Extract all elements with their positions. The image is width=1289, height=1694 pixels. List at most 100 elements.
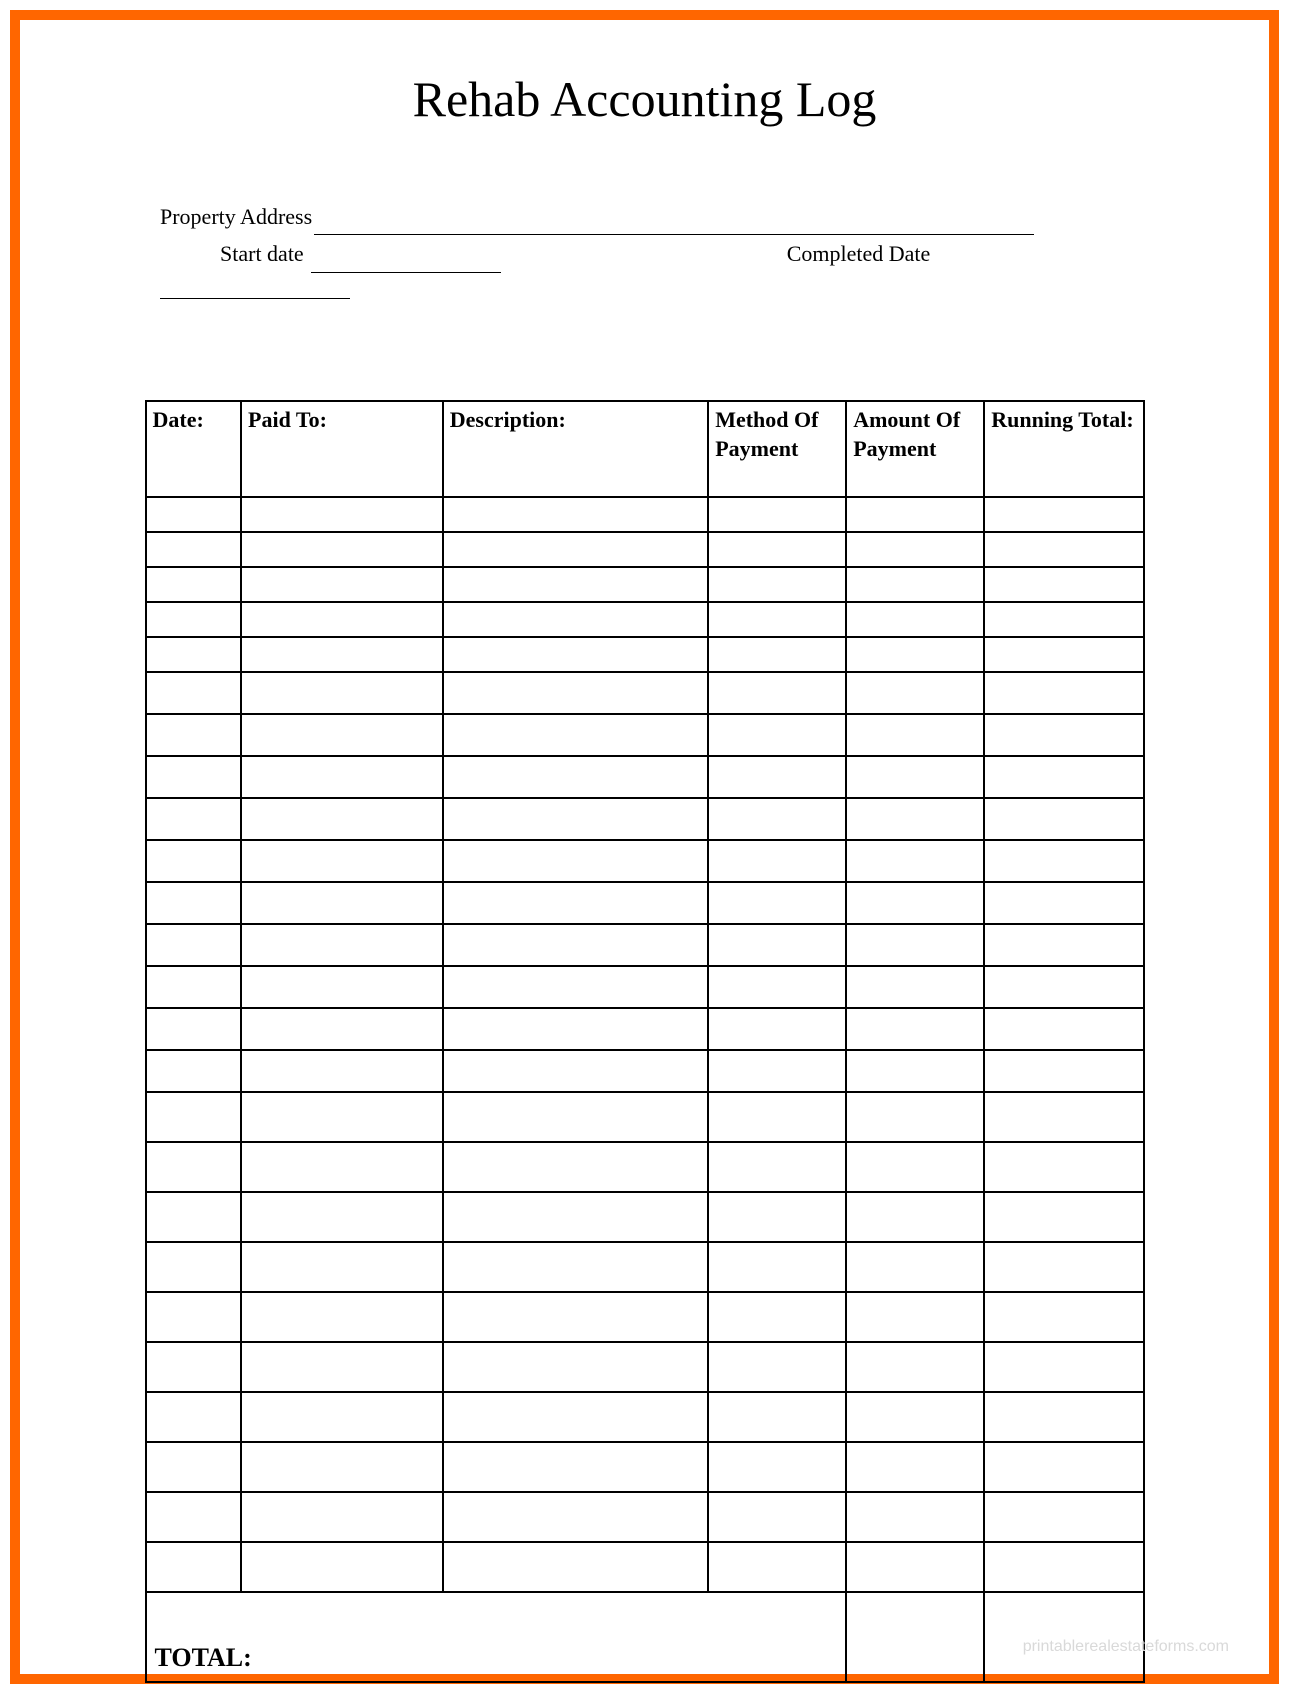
cell[interactable] <box>443 798 708 840</box>
cell[interactable] <box>443 1192 708 1242</box>
cell[interactable] <box>241 1542 443 1592</box>
extra-blank-line[interactable] <box>160 298 350 299</box>
cell[interactable] <box>443 1292 708 1342</box>
cell[interactable] <box>146 756 242 798</box>
cell[interactable] <box>708 1008 846 1050</box>
cell[interactable] <box>443 567 708 602</box>
cell[interactable] <box>846 637 984 672</box>
cell[interactable] <box>846 1542 984 1592</box>
cell[interactable] <box>984 1092 1143 1142</box>
cell[interactable] <box>443 840 708 882</box>
cell[interactable] <box>708 882 846 924</box>
cell[interactable] <box>241 1342 443 1392</box>
cell[interactable] <box>241 1442 443 1492</box>
cell[interactable] <box>443 602 708 637</box>
cell[interactable] <box>146 798 242 840</box>
cell[interactable] <box>846 840 984 882</box>
cell[interactable] <box>708 672 846 714</box>
cell[interactable] <box>443 882 708 924</box>
cell[interactable] <box>708 1342 846 1392</box>
cell[interactable] <box>241 798 443 840</box>
cell[interactable] <box>846 1442 984 1492</box>
cell[interactable] <box>241 602 443 637</box>
cell[interactable] <box>708 1142 846 1192</box>
cell[interactable] <box>241 1008 443 1050</box>
cell[interactable] <box>708 1442 846 1492</box>
cell[interactable] <box>443 756 708 798</box>
cell[interactable] <box>984 602 1143 637</box>
cell[interactable] <box>984 966 1143 1008</box>
cell[interactable] <box>708 1242 846 1292</box>
cell[interactable] <box>146 1442 242 1492</box>
cell[interactable] <box>708 1092 846 1142</box>
cell[interactable] <box>846 1292 984 1342</box>
cell[interactable] <box>984 1192 1143 1242</box>
cell[interactable] <box>708 756 846 798</box>
cell[interactable] <box>708 966 846 1008</box>
cell[interactable] <box>846 497 984 532</box>
cell[interactable] <box>846 672 984 714</box>
cell[interactable] <box>146 1542 242 1592</box>
cell[interactable] <box>443 1392 708 1442</box>
cell[interactable] <box>241 497 443 532</box>
cell[interactable] <box>984 840 1143 882</box>
cell[interactable] <box>708 637 846 672</box>
cell[interactable] <box>241 966 443 1008</box>
cell[interactable] <box>146 637 242 672</box>
cell[interactable] <box>241 1192 443 1242</box>
cell[interactable] <box>443 1050 708 1092</box>
cell[interactable] <box>984 1492 1143 1542</box>
cell[interactable] <box>984 1008 1143 1050</box>
cell[interactable] <box>443 672 708 714</box>
cell[interactable] <box>708 1492 846 1542</box>
cell[interactable] <box>846 1392 984 1442</box>
cell[interactable] <box>241 672 443 714</box>
cell[interactable] <box>846 882 984 924</box>
cell[interactable] <box>708 1050 846 1092</box>
cell[interactable] <box>146 497 242 532</box>
cell[interactable] <box>443 1542 708 1592</box>
cell[interactable] <box>846 1142 984 1192</box>
cell[interactable] <box>708 714 846 756</box>
cell[interactable] <box>846 1092 984 1142</box>
cell[interactable] <box>146 1342 242 1392</box>
cell[interactable] <box>443 1242 708 1292</box>
cell[interactable] <box>241 1392 443 1442</box>
cell[interactable] <box>443 924 708 966</box>
cell[interactable] <box>846 567 984 602</box>
cell[interactable] <box>241 1142 443 1192</box>
cell[interactable] <box>846 1050 984 1092</box>
cell[interactable] <box>241 1050 443 1092</box>
cell[interactable] <box>146 1192 242 1242</box>
cell[interactable] <box>443 714 708 756</box>
cell[interactable] <box>146 840 242 882</box>
cell[interactable] <box>443 1342 708 1392</box>
cell[interactable] <box>708 1292 846 1342</box>
cell[interactable] <box>984 924 1143 966</box>
cell[interactable] <box>984 756 1143 798</box>
cell[interactable] <box>984 637 1143 672</box>
cell[interactable] <box>984 714 1143 756</box>
cell[interactable] <box>984 497 1143 532</box>
cell[interactable] <box>241 637 443 672</box>
cell[interactable] <box>708 1392 846 1442</box>
cell[interactable] <box>846 532 984 567</box>
cell[interactable] <box>146 1292 242 1342</box>
cell[interactable] <box>984 1542 1143 1592</box>
cell[interactable] <box>241 756 443 798</box>
cell[interactable] <box>984 1242 1143 1292</box>
cell[interactable] <box>241 714 443 756</box>
cell[interactable] <box>984 567 1143 602</box>
cell[interactable] <box>846 798 984 840</box>
cell[interactable] <box>984 1142 1143 1192</box>
cell[interactable] <box>846 924 984 966</box>
cell[interactable] <box>146 714 242 756</box>
cell[interactable] <box>146 1142 242 1192</box>
cell[interactable] <box>146 672 242 714</box>
cell[interactable] <box>846 756 984 798</box>
cell[interactable] <box>846 602 984 637</box>
cell[interactable] <box>241 882 443 924</box>
cell[interactable] <box>708 567 846 602</box>
cell[interactable] <box>146 882 242 924</box>
cell[interactable] <box>708 924 846 966</box>
